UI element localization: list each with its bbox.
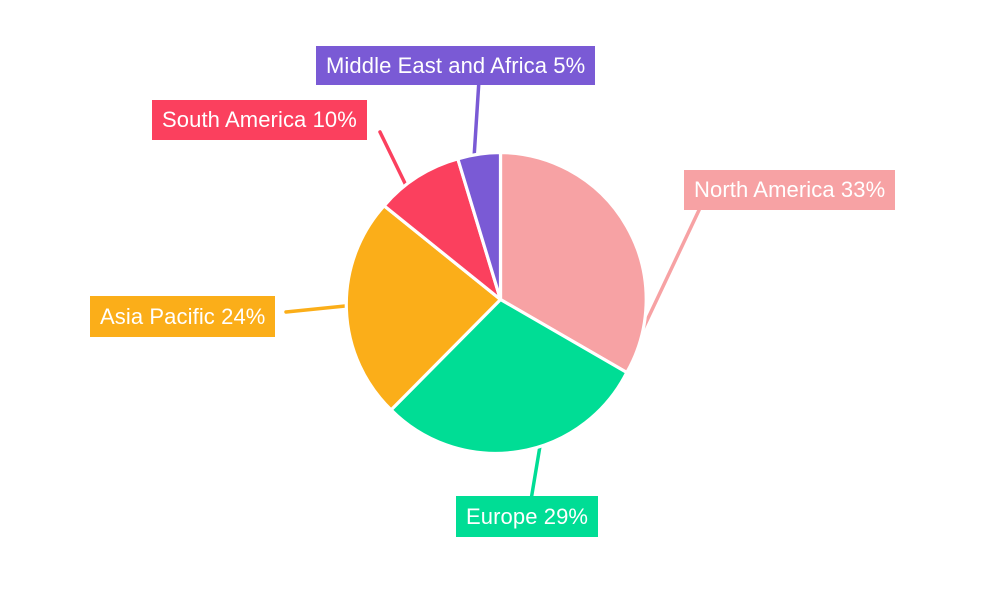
pie-label-europe[interactable]: Europe 29% bbox=[456, 496, 599, 537]
pie-slices bbox=[344, 150, 648, 455]
pie-slice-north-america[interactable] bbox=[498, 150, 648, 375]
pie-slice-europe[interactable] bbox=[389, 297, 629, 455]
leader-line-asia-pacific bbox=[284, 303, 357, 314]
pie-label-middle-east-and-africa[interactable]: Middle East and Africa 5% bbox=[316, 46, 596, 85]
pie-label-south-america[interactable]: South America 10% bbox=[152, 100, 367, 140]
pie-label-north-america[interactable]: North America 33% bbox=[684, 170, 896, 210]
pie-slice-asia-pacific[interactable] bbox=[344, 204, 503, 412]
pie-label-asia-pacific[interactable]: Asia Pacific 24% bbox=[90, 296, 276, 337]
pie-slice-middle-east-and-africa[interactable] bbox=[456, 150, 503, 302]
leader-line-europe bbox=[529, 444, 542, 502]
pie-slice-south-america[interactable] bbox=[382, 157, 503, 302]
leader-line-middle-east-and-africa bbox=[472, 78, 481, 160]
